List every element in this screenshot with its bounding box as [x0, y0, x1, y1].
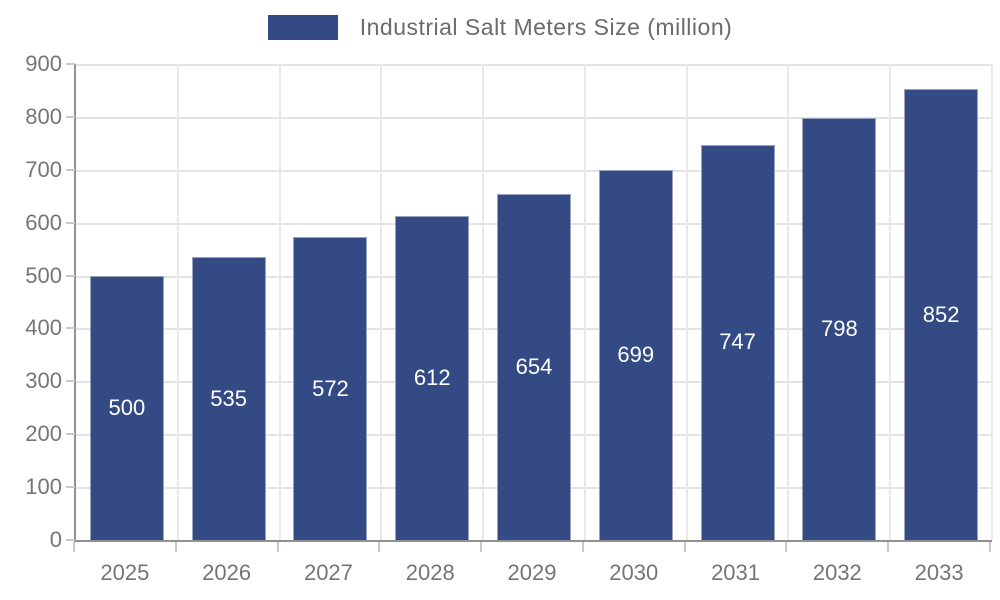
gridline-horizontal: [76, 169, 992, 172]
gridline-horizontal: [76, 64, 992, 66]
bar-value-label: 535: [210, 385, 248, 411]
y-tick-mark: [66, 168, 75, 171]
gridline-horizontal: [76, 116, 992, 119]
x-tick-label: 2026: [202, 560, 252, 585]
gridline-vertical: [278, 64, 281, 540]
gridline-vertical: [380, 64, 383, 540]
y-tick-label: 600: [25, 209, 62, 235]
bar: [497, 194, 571, 540]
y-tick-mark: [66, 221, 75, 224]
y-tick-mark: [66, 486, 75, 489]
bar-value-label: 612: [413, 365, 451, 391]
bar-value-label: 500: [108, 394, 146, 420]
y-tick-mark: [66, 539, 75, 541]
bar-value-label: 572: [312, 375, 349, 401]
x-tick-label: 2031: [711, 560, 761, 585]
y-tick-mark: [66, 327, 75, 330]
x-tick-mark: [887, 542, 890, 552]
x-tick-mark: [174, 542, 177, 552]
y-tick-mark: [66, 380, 75, 383]
y-tick-label: 0: [49, 527, 62, 552]
bar-value-label: 852: [922, 301, 960, 327]
y-tick-label: 200: [25, 421, 62, 447]
x-tick-label: 2029: [507, 560, 557, 585]
bar-value-label: 654: [515, 354, 553, 380]
x-tick-mark: [73, 542, 75, 552]
legend-swatch: [267, 15, 338, 40]
y-tick-label: 400: [25, 315, 62, 341]
x-tick-mark: [480, 542, 483, 552]
bar: [700, 144, 775, 540]
bar: [89, 275, 164, 540]
y-tick-label: 500: [25, 262, 62, 288]
x-tick-label: 2025: [100, 560, 150, 585]
gridline-vertical: [991, 64, 993, 540]
bar-value-label: 798: [820, 315, 858, 341]
y-tick-mark: [66, 63, 75, 65]
x-tick-label: 2033: [914, 560, 964, 585]
y-tick-label: 300: [25, 368, 62, 394]
bar-value-label: 747: [719, 329, 756, 355]
bar: [395, 216, 470, 540]
x-tick-mark: [683, 542, 686, 552]
bar: [598, 170, 673, 540]
gridline-vertical: [685, 64, 688, 540]
y-tick-mark: [66, 274, 75, 277]
x-tick-label: 2028: [405, 560, 455, 585]
y-tick-label: 100: [25, 474, 62, 500]
x-tick-label: 2032: [812, 560, 862, 585]
x-tick-label: 2030: [609, 560, 659, 585]
y-tick-label: 700: [25, 156, 62, 182]
bar: [904, 89, 979, 540]
x-tick-label: 2027: [303, 560, 353, 585]
y-tick-mark: [66, 433, 75, 436]
y-tick-label: 800: [25, 103, 62, 129]
y-tick-mark: [66, 115, 75, 118]
gridline-vertical: [889, 64, 892, 540]
gridline-vertical: [176, 64, 179, 540]
y-tick-label: 900: [25, 51, 62, 76]
gridline-vertical: [787, 64, 790, 540]
plot-area: 500 535 572 612 654 699 747 798 852: [74, 64, 993, 542]
legend: Industrial Salt Meters Size (million): [0, 14, 1000, 41]
bar: [191, 257, 266, 540]
x-tick-mark: [378, 542, 381, 552]
gridline-vertical: [482, 64, 485, 540]
bar: [802, 117, 877, 540]
gridline-vertical: [583, 64, 586, 540]
legend-label: Industrial Salt Meters Size (million): [359, 14, 733, 40]
x-tick-mark: [581, 542, 584, 552]
x-tick-mark: [989, 542, 991, 552]
x-tick-mark: [785, 542, 788, 552]
bar: [293, 237, 368, 540]
x-tick-mark: [276, 542, 279, 552]
bar-value-label: 699: [617, 342, 655, 368]
